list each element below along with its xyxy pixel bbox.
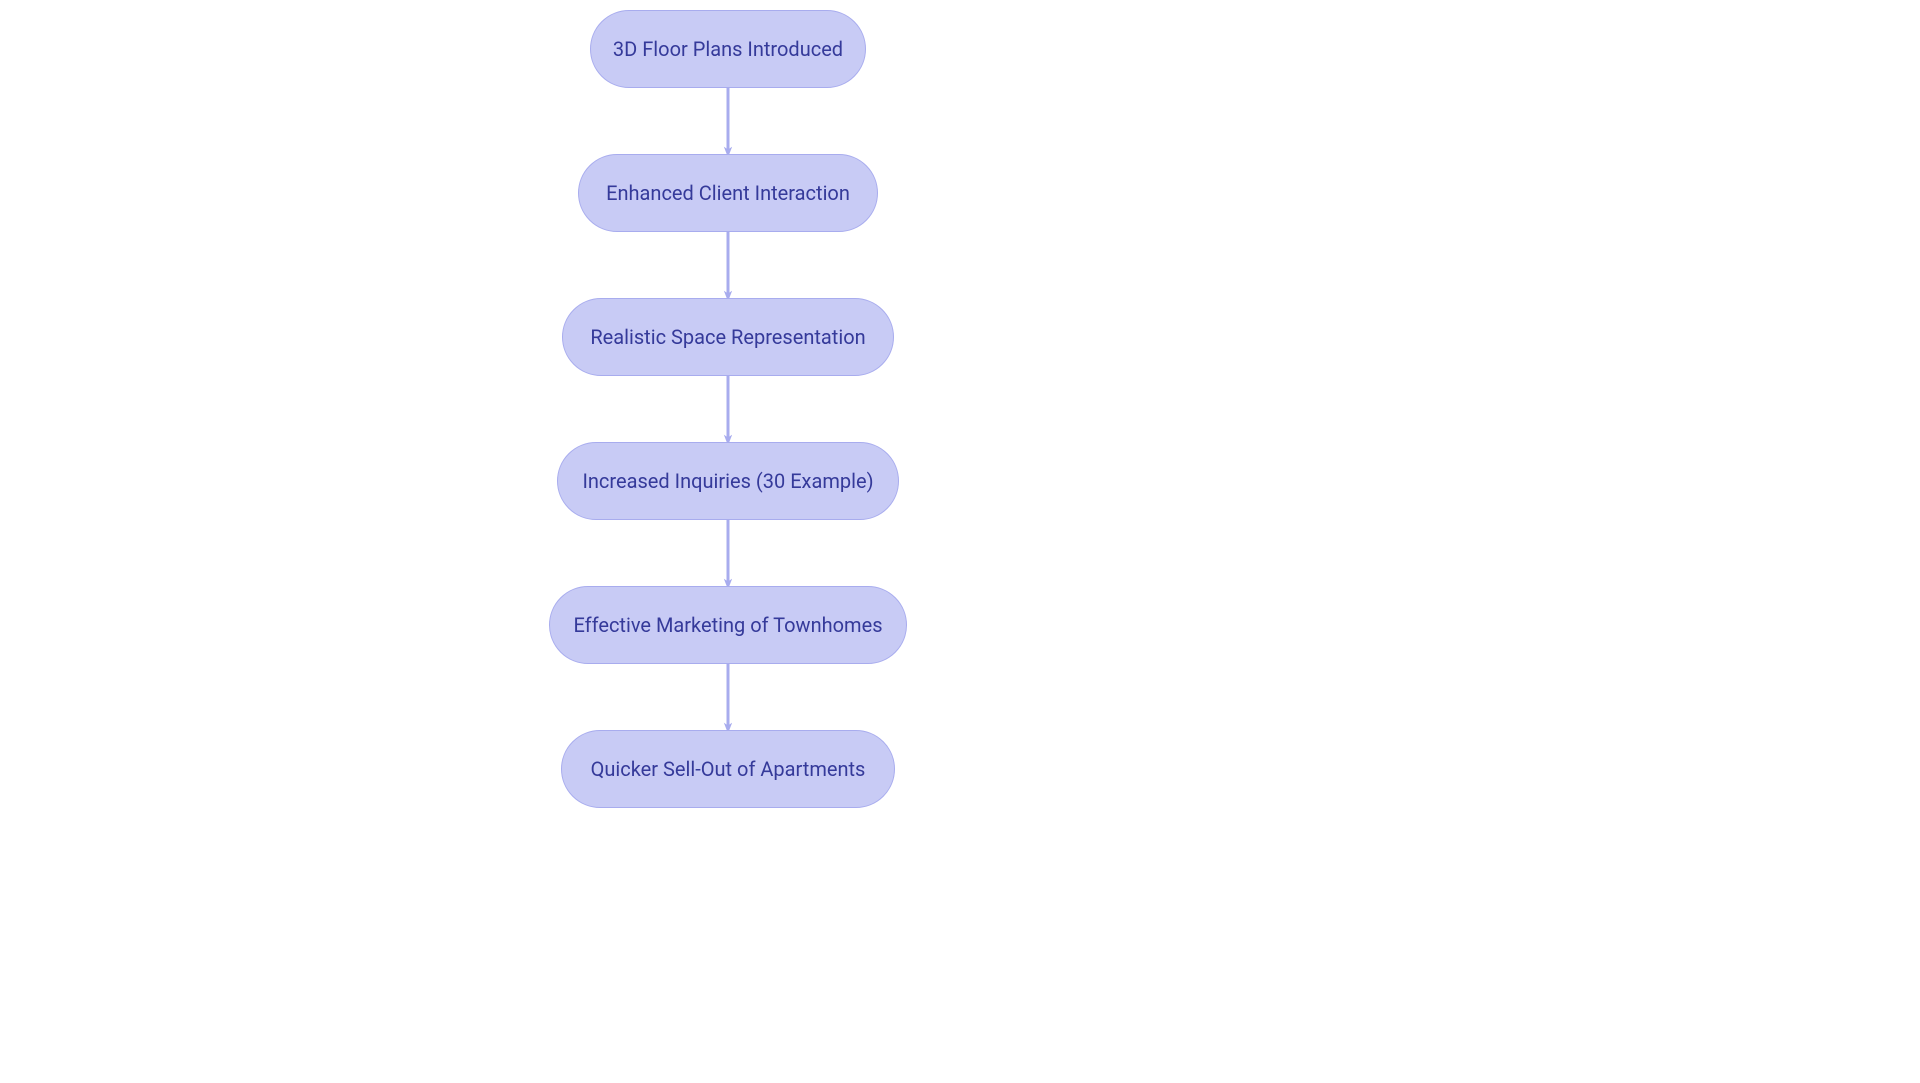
flowchart-node: Enhanced Client Interaction: [578, 154, 878, 232]
flowchart-node-label: Increased Inquiries (30 Example): [582, 469, 873, 493]
flowchart-node: Increased Inquiries (30 Example): [557, 442, 899, 520]
flowchart-node: Effective Marketing of Townhomes: [549, 586, 907, 664]
flowchart-node: Realistic Space Representation: [562, 298, 894, 376]
flowchart-node-label: Realistic Space Representation: [590, 325, 865, 349]
flowchart-canvas: 3D Floor Plans Introduced Enhanced Client…: [0, 0, 1920, 1083]
flowchart-node: Quicker Sell-Out of Apartments: [561, 730, 895, 808]
flowchart-edges: [0, 0, 1920, 1083]
flowchart-node-label: Quicker Sell-Out of Apartments: [591, 757, 866, 781]
flowchart-node-label: 3D Floor Plans Introduced: [613, 37, 843, 61]
flowchart-node-label: Effective Marketing of Townhomes: [573, 613, 882, 637]
flowchart-node-label: Enhanced Client Interaction: [606, 181, 850, 205]
flowchart-node: 3D Floor Plans Introduced: [590, 10, 866, 88]
